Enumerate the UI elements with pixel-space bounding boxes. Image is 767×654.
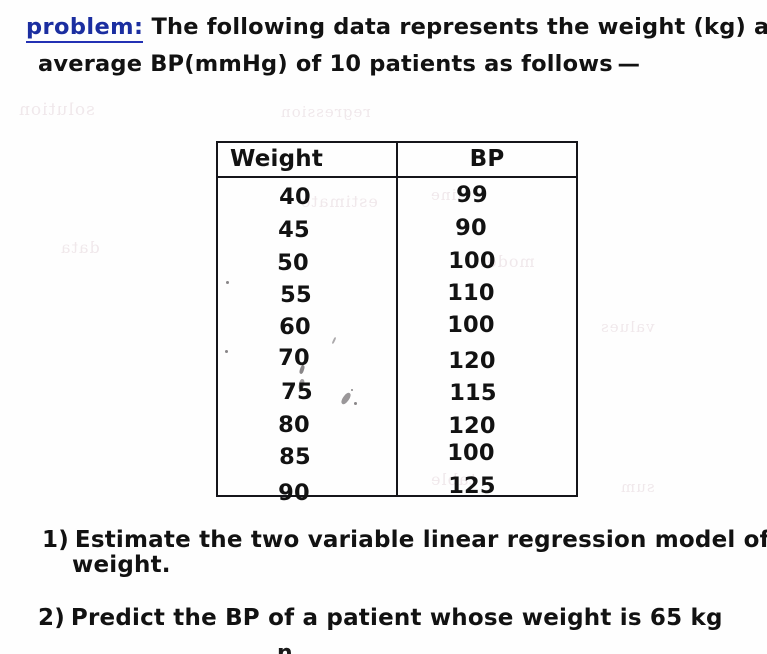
question-2-text: Predict the BP of a patient whose weight…	[70, 605, 723, 631]
heading-line-1-text: The following data represents the weight…	[151, 14, 767, 40]
bp-cell: 100	[447, 440, 495, 466]
heading-line-1: problem: The following data represents t…	[26, 14, 767, 43]
weight-cell: 75	[281, 379, 313, 405]
column-header-weight: Weight	[230, 146, 324, 172]
bp-cell: 99	[456, 182, 488, 208]
bp-cell: 120	[448, 348, 496, 374]
question-1-text: Estimate the two variable linear regress…	[74, 527, 767, 553]
cropped-tail-glyph: n	[277, 641, 293, 654]
weight-cell: 50	[277, 250, 309, 276]
weight-cell: 90	[278, 480, 310, 506]
heading-line-2: average BP(mmHg) of 10 patients as follo…	[38, 51, 641, 77]
weight-cell: 85	[279, 444, 311, 470]
bp-cell: 90	[455, 215, 487, 241]
bp-cell: 115	[449, 380, 497, 406]
question-2: 2) Predict the BP of a patient whose weig…	[38, 605, 723, 632]
bleed-through-text: values	[600, 318, 655, 336]
question-2-number: 2)	[38, 605, 65, 631]
data-table: Weight BP 40 45 50 55 60 70 75 80 85 90 99 90 100 11…	[216, 141, 578, 506]
question-1: 1) Estimate the two variable linear regre…	[42, 527, 767, 554]
question-1-continuation: weight.	[72, 552, 171, 578]
bp-cell: 100	[447, 312, 495, 338]
bp-cell: 120	[448, 413, 496, 439]
problem-keyword: problem:	[26, 14, 144, 43]
weight-cell: 80	[278, 412, 310, 438]
bp-cell: 100	[448, 248, 496, 274]
question-1-number: 1)	[42, 527, 69, 553]
table-column-divider	[396, 143, 399, 495]
weight-cell: 40	[279, 184, 311, 210]
column-header-bp: BP	[469, 146, 505, 172]
bp-cell: 125	[448, 473, 496, 499]
bleed-through-text: data	[60, 238, 100, 257]
weight-cell: 60	[279, 314, 311, 340]
weight-cell: 70	[278, 345, 310, 371]
weight-cell: 55	[280, 282, 312, 308]
bleed-through-text: regression	[280, 103, 371, 121]
bleed-through-text: sum	[620, 478, 655, 496]
bleed-through-text: solution	[18, 100, 95, 120]
weight-cell: 45	[278, 217, 310, 243]
bp-cell: 110	[447, 280, 495, 306]
